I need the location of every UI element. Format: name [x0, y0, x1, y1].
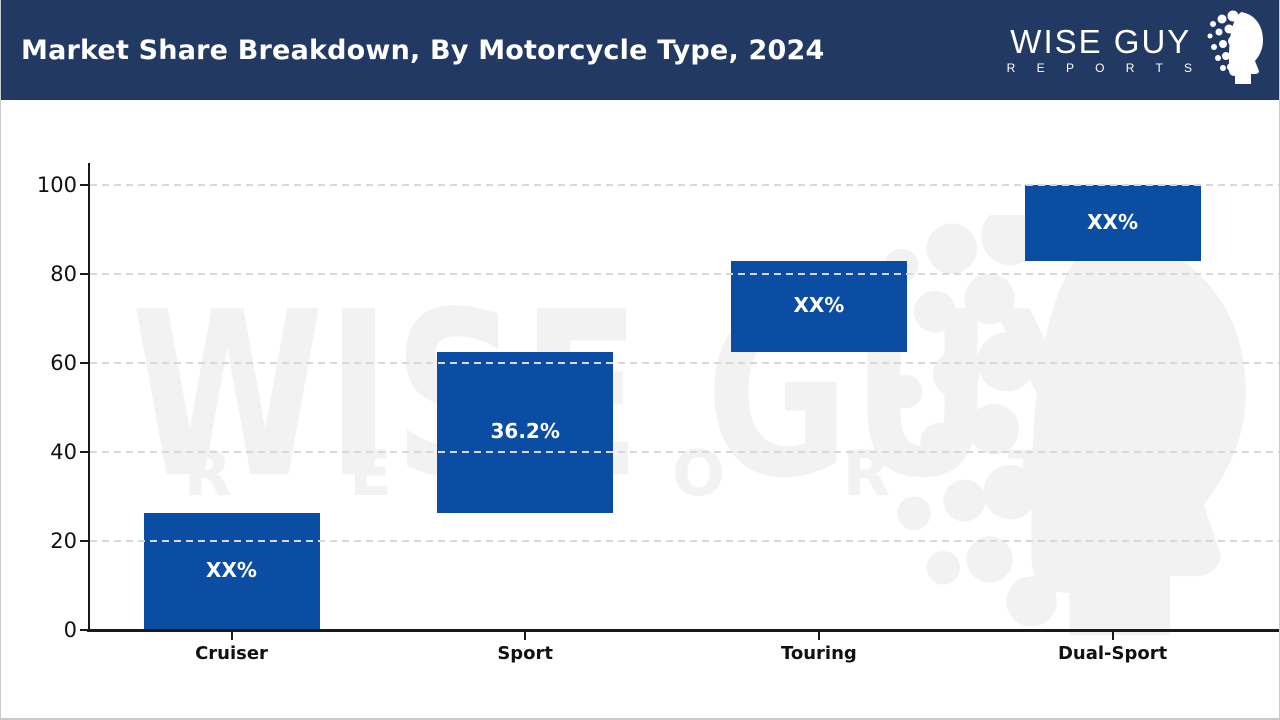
x-tick-mark	[817, 632, 820, 640]
y-tick-label: 0	[63, 618, 77, 642]
x-tick-label: Touring	[780, 643, 857, 664]
gridline	[90, 540, 1279, 542]
waterfall-chart: 0 20 40 60 80 100 Cruiser Sport Touring Dual-Spor…	[1, 100, 1279, 718]
bar-segment	[143, 512, 320, 630]
gridline	[90, 362, 1279, 364]
bar-segment	[1024, 185, 1201, 261]
bar-value-label: 36.2%	[490, 419, 560, 444]
brand-subtitle: R E P O R T S	[1006, 61, 1201, 76]
x-tick-mark	[524, 632, 527, 640]
bar-value-label: XX%	[1087, 209, 1139, 234]
brand-text: WISE GUY R E P O R T S	[1001, 22, 1201, 76]
gridline	[90, 451, 1279, 453]
y-tick-mark	[80, 540, 88, 542]
header-bar: Market Share Breakdown, By Motorcycle Ty…	[1, 0, 1279, 100]
bar-segment	[437, 351, 614, 513]
dotted-head-logo-icon	[1203, 10, 1267, 90]
bar-segment	[730, 260, 907, 352]
page-title: Market Share Breakdown, By Motorcycle Ty…	[21, 34, 825, 66]
y-tick-label: 20	[50, 529, 77, 553]
y-tick-mark	[80, 451, 88, 453]
x-tick-mark	[1111, 632, 1114, 640]
x-tick-label: Sport	[497, 643, 554, 664]
x-tick-label: Cruiser	[195, 643, 268, 664]
y-tick-mark	[80, 273, 88, 275]
x-tick-mark	[230, 632, 233, 640]
x-tick-label: Dual-Sport	[1057, 643, 1168, 664]
y-tick-label: 100	[36, 173, 77, 197]
bar-value-label: XX%	[793, 293, 845, 318]
x-axis-line	[87, 629, 1279, 632]
y-tick-label: 60	[50, 351, 77, 375]
brand-name: WISE GUY	[1010, 22, 1192, 60]
y-tick-mark	[80, 362, 88, 364]
y-tick-label: 40	[50, 440, 77, 464]
gridline	[90, 184, 1279, 186]
y-axis-line	[88, 163, 90, 632]
bar-value-label: XX%	[206, 558, 257, 583]
brand-logo: WISE GUY R E P O R T S	[1001, 8, 1267, 92]
y-tick-mark	[80, 629, 88, 631]
y-tick-mark	[80, 184, 88, 186]
gridline	[90, 273, 1279, 275]
y-tick-label: 80	[50, 262, 77, 286]
